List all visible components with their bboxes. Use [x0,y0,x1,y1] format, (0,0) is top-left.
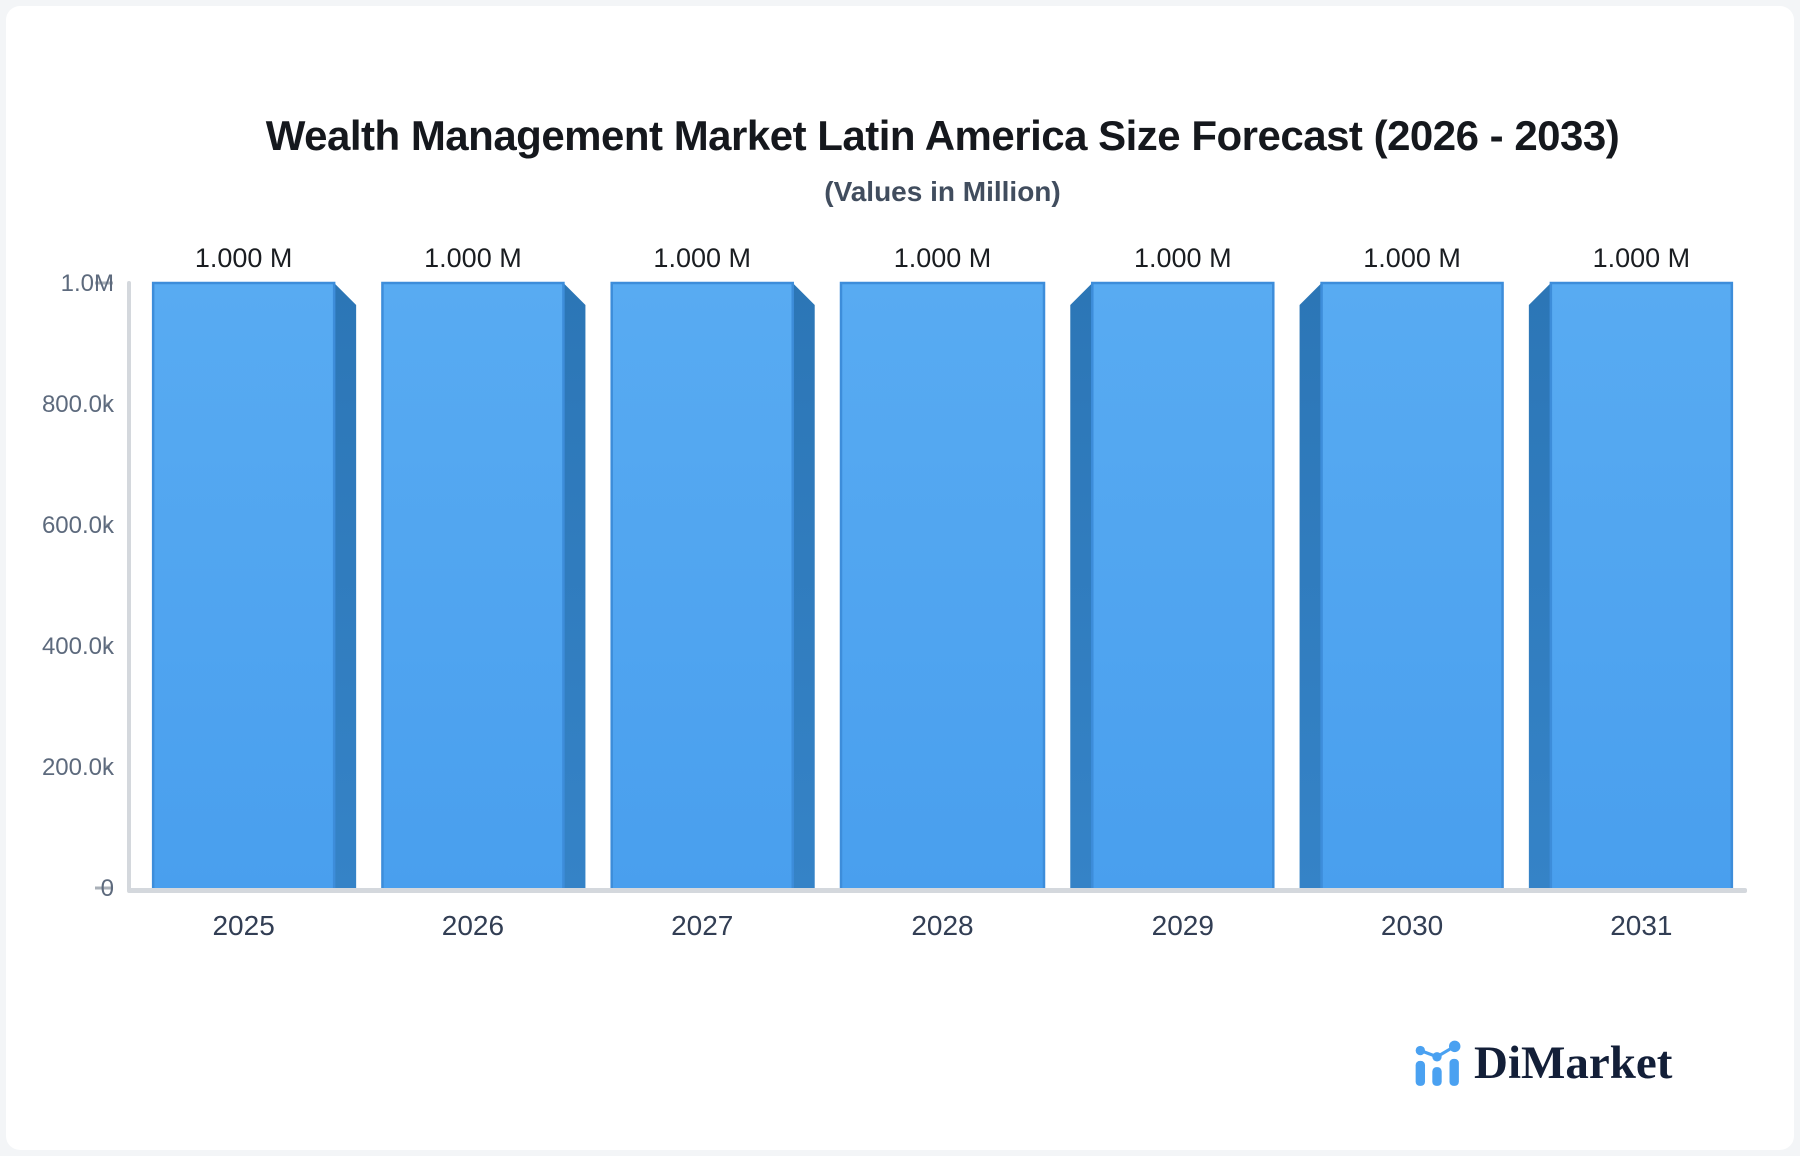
bar-outline [1549,281,1734,888]
bar-front-face [1550,283,1732,888]
bar-line-chart-icon [1415,1040,1461,1086]
bar-front-face [841,283,1044,888]
bar-outline [610,281,794,888]
y-tick-label: 800.0k [42,391,115,418]
bar-front-face [153,283,335,888]
bar-value-label: 1.000 M [894,243,992,273]
bar-2030[interactable]: 1.000 M 2030 [1299,243,1504,941]
bar-value-label: 1.000 M [1593,243,1691,273]
bar-front-face [1092,283,1274,888]
x-tick-label: 2030 [1381,910,1443,941]
bar-value-label: 1.000 M [1134,243,1232,273]
x-tick-label: 2028 [911,910,973,941]
bar-side-face [792,283,815,888]
bar-front-face [611,283,793,888]
y-tick-label: 0 [101,875,114,902]
bar-outline [151,281,336,888]
bar-value-label: 1.000 M [424,243,522,273]
x-axis-line [127,888,1747,893]
y-tick-mark [106,402,110,406]
dimarket-logo: DiMarket [1412,1038,1672,1088]
bar-2025[interactable]: 1.000 M 2025 [151,243,357,941]
bar-outline [1091,281,1275,888]
y-tick-label: 400.0k [42,633,115,660]
chart-subtitle: (Values in Million) [824,176,1061,207]
x-tick-label: 2025 [212,910,274,941]
bar-outline [839,281,1046,888]
bar-2029[interactable]: 1.000 M 2029 [1070,243,1275,941]
bar-outline [381,281,565,888]
y-axis-line [127,281,131,892]
bar-outline [1320,281,1504,888]
y-tick-label: 200.0k [42,754,115,781]
bar-2026[interactable]: 1.000 M 2026 [381,243,586,941]
bar-side-face [1070,283,1093,888]
bar-front-face [382,283,564,888]
y-tick-mark [106,523,110,527]
bar-2027[interactable]: 1.000 M 2027 [610,243,815,941]
y-tick-mark [106,644,110,648]
y-tick-mark [95,886,113,890]
y-tick-label: 1.0M [61,270,114,297]
bar-value-label: 1.000 M [195,243,293,273]
y-tick-mark [95,281,113,285]
x-tick-label: 2027 [671,910,733,941]
bar-value-label: 1.000 M [653,243,751,273]
x-tick-label: 2026 [442,910,504,941]
y-tick-mark [106,765,110,769]
x-tick-label: 2031 [1610,910,1672,941]
logo-text: DiMarket [1474,1036,1673,1089]
y-tick-label: 600.0k [42,512,115,539]
bar-2028[interactable]: 1.000 M 2028 [839,243,1046,941]
chart-title: Wealth Management Market Latin America S… [265,112,1620,159]
bar-side-face [1528,283,1551,888]
bar-side-face [334,283,357,888]
bar-side-face [1299,283,1322,888]
x-tick-label: 2029 [1152,910,1214,941]
bar-front-face [1321,283,1503,888]
bar-2031[interactable]: 1.000 M 2031 [1528,243,1734,941]
bar-value-label: 1.000 M [1363,243,1461,273]
bar-side-face [563,283,586,888]
